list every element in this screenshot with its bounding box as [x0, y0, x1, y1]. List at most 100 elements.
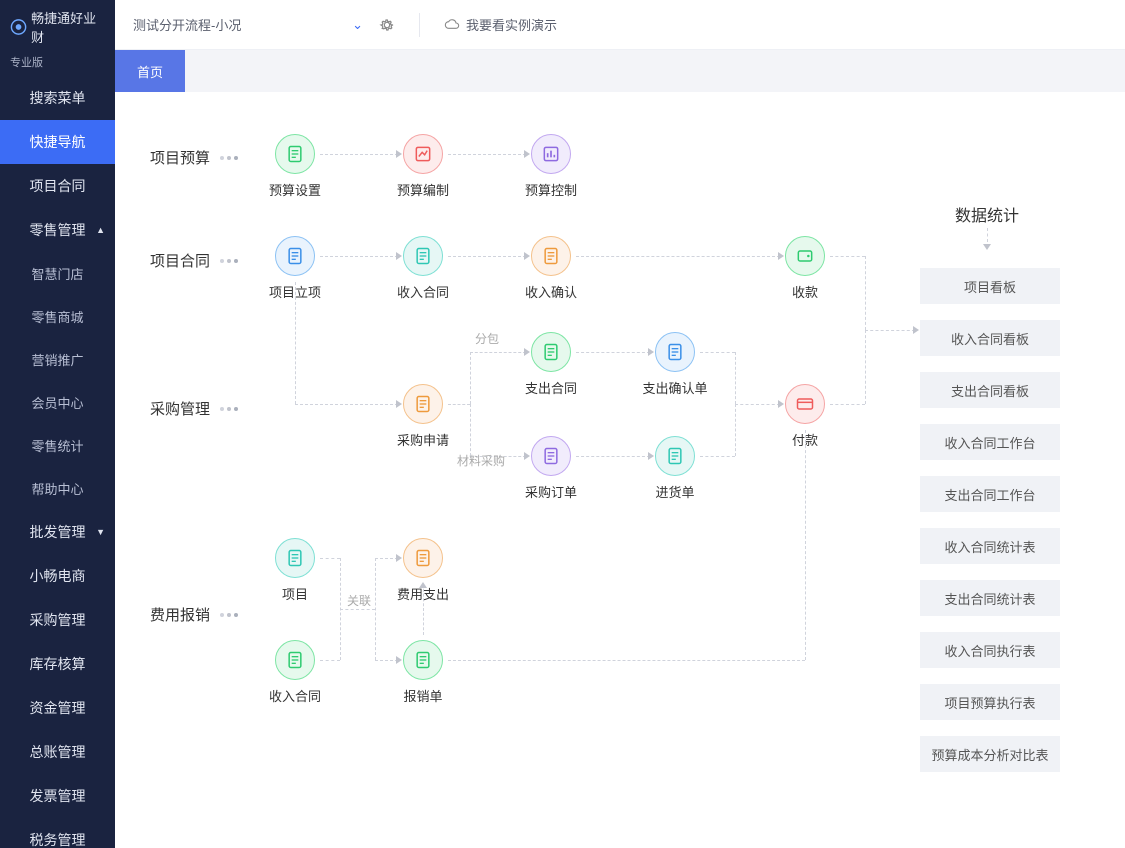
stats-title: 数据统计 [955, 202, 1019, 226]
arrow-icon [396, 150, 402, 158]
gear-icon[interactable] [379, 17, 395, 33]
arrow-icon [778, 252, 784, 260]
node-reimburse[interactable] [403, 640, 443, 680]
sidebar-wholesale[interactable]: 批发管理▼ [0, 510, 115, 554]
sidebar-tax[interactable]: 税务管理 [0, 818, 115, 848]
row-purchase: 采购管理 [150, 398, 210, 419]
node-income-contract2-label: 收入合同 [269, 686, 321, 705]
sidebar-purchase[interactable]: 采购管理 [0, 598, 115, 642]
arrow-icon [648, 452, 654, 460]
connector [576, 352, 650, 353]
stat-button-6[interactable]: 支出合同统计表 [920, 580, 1060, 616]
node-project-setup[interactable] [275, 236, 315, 276]
connector [470, 404, 471, 456]
sidebar-xc-ecom[interactable]: 小畅电商 [0, 554, 115, 598]
dots-icon [220, 608, 240, 622]
node-budget-compile[interactable] [403, 134, 443, 174]
sidebar-marketing[interactable]: 营销推广 [0, 338, 115, 381]
connector [830, 256, 865, 257]
connector [576, 456, 650, 457]
node-purchase-order[interactable] [531, 436, 571, 476]
stat-button-9[interactable]: 预算成本分析对比表 [920, 736, 1060, 772]
node-income-contract2[interactable] [275, 640, 315, 680]
sidebar-quick-nav[interactable]: 快捷导航 [0, 120, 115, 164]
label-subcontract: 分包 [475, 330, 499, 347]
connector [448, 404, 470, 405]
arrow-icon [778, 400, 784, 408]
org-selector[interactable]: 测试分开流程-小况 ⌄ [133, 15, 363, 34]
node-project[interactable] [275, 538, 315, 578]
node-expense-confirm-label: 支出确认单 [642, 378, 707, 397]
node-expense-confirm[interactable] [655, 332, 695, 372]
dots-icon [220, 151, 240, 165]
sidebar-search[interactable]: 搜索菜单 [0, 76, 115, 120]
sidebar-inventory[interactable]: 库存核算 [0, 642, 115, 686]
stat-button-1[interactable]: 收入合同看板 [920, 320, 1060, 356]
connector [340, 609, 375, 610]
connector [470, 352, 526, 353]
node-receipt[interactable] [785, 236, 825, 276]
sidebar-retail-submenu: 智慧门店 零售商城 营销推广 会员中心 零售统计 帮助中心 [0, 252, 115, 510]
sidebar-project-contract[interactable]: 项目合同 [0, 164, 115, 208]
stat-button-7[interactable]: 收入合同执行表 [920, 632, 1060, 668]
node-project-label: 项目 [282, 584, 308, 603]
sidebar-member[interactable]: 会员中心 [0, 381, 115, 424]
sidebar-help[interactable]: 帮助中心 [0, 467, 115, 510]
arrow-icon [396, 656, 402, 664]
sidebar: 畅捷通好业财 专业版 搜索菜单 快捷导航 项目合同 零售管理▲ 智慧门店 零售商… [0, 0, 115, 848]
arrow-down-icon [983, 244, 991, 250]
connector [735, 352, 736, 404]
stat-button-8[interactable]: 项目预算执行表 [920, 684, 1060, 720]
main-area: 测试分开流程-小况 ⌄ 我要看实例演示 首页 项目预算项目合同采购管理费用报销预… [115, 0, 1125, 848]
sidebar-retail-mall[interactable]: 零售商城 [0, 295, 115, 338]
connector [295, 282, 296, 404]
node-income-confirm[interactable] [531, 236, 571, 276]
sidebar-retail[interactable]: 零售管理▲ [0, 208, 115, 252]
arrow-icon [419, 582, 427, 588]
connector [865, 256, 866, 330]
topbar: 测试分开流程-小况 ⌄ 我要看实例演示 [115, 0, 1125, 50]
arrow-icon [524, 150, 530, 158]
arrow-icon [524, 252, 530, 260]
stat-button-5[interactable]: 收入合同统计表 [920, 528, 1060, 564]
row-expense: 费用报销 [150, 604, 210, 625]
stat-button-2[interactable]: 支出合同看板 [920, 372, 1060, 408]
sidebar-ledger[interactable]: 总账管理 [0, 730, 115, 774]
org-name: 测试分开流程-小况 [133, 15, 241, 34]
connector [700, 456, 735, 457]
node-purchase-req[interactable] [403, 384, 443, 424]
dots-icon [220, 254, 240, 268]
stat-button-4[interactable]: 支出合同工作台 [920, 476, 1060, 512]
caret-down-icon: ▼ [96, 527, 105, 537]
connector [865, 330, 866, 404]
node-income-contract[interactable] [403, 236, 443, 276]
stat-button-3[interactable]: 收入合同工作台 [920, 424, 1060, 460]
node-purchase-req-label: 采购申请 [397, 430, 449, 449]
sidebar-smart-store[interactable]: 智慧门店 [0, 252, 115, 295]
sidebar-funds[interactable]: 资金管理 [0, 686, 115, 730]
demo-link[interactable]: 我要看实例演示 [444, 15, 557, 34]
arrow-icon [524, 452, 530, 460]
sidebar-invoice[interactable]: 发票管理 [0, 774, 115, 818]
stat-button-0[interactable]: 项目看板 [920, 268, 1060, 304]
tab-home[interactable]: 首页 [115, 50, 185, 92]
node-budget-control[interactable] [531, 134, 571, 174]
node-budget-control-label: 预算控制 [525, 180, 577, 199]
arrow-icon [524, 348, 530, 356]
connector [987, 228, 988, 242]
label-link: 关联 [347, 592, 371, 609]
arrow-icon [396, 252, 402, 260]
arrow-icon [913, 326, 919, 334]
node-expense-contract[interactable] [531, 332, 571, 372]
node-receipt-label: 收款 [792, 282, 818, 301]
connector [423, 584, 424, 635]
sidebar-retail-stats[interactable]: 零售统计 [0, 424, 115, 467]
node-goods-in[interactable] [655, 436, 695, 476]
caret-up-icon: ▲ [96, 225, 105, 235]
node-budget-settings[interactable] [275, 134, 315, 174]
node-expense-out[interactable] [403, 538, 443, 578]
node-budget-compile-label: 预算编制 [397, 180, 449, 199]
node-payment[interactable] [785, 384, 825, 424]
arrow-icon [396, 400, 402, 408]
arrow-icon [648, 348, 654, 356]
